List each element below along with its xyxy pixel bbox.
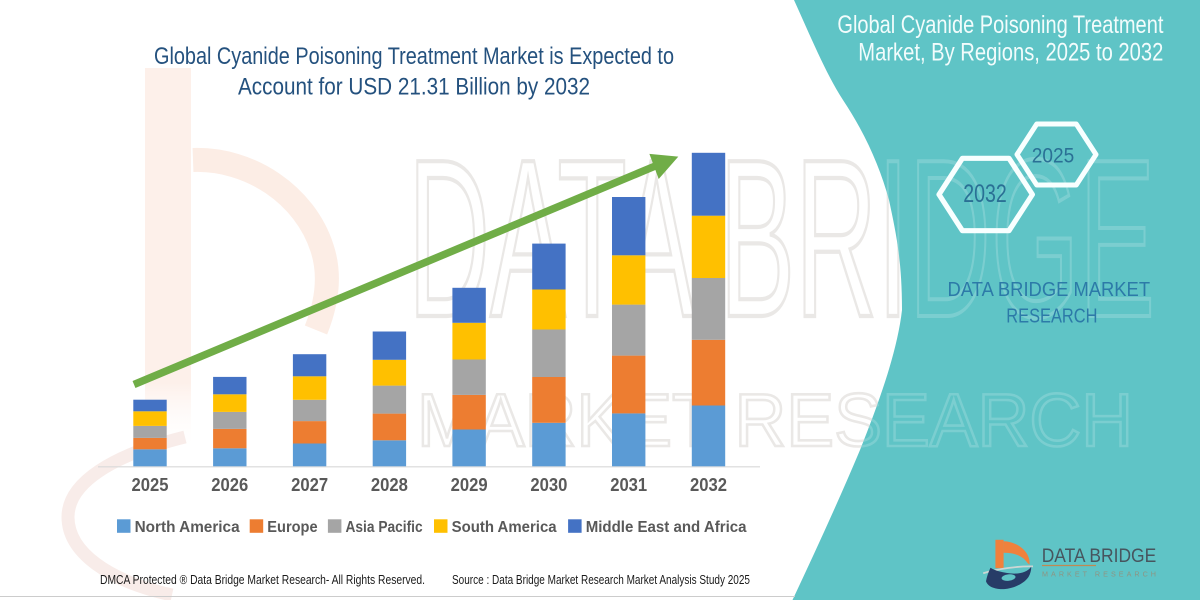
svg-text:Global Cyanide Poisoning Treat: Global Cyanide Poisoning Treatment (837, 11, 1163, 39)
svg-text:2031: 2031 (610, 475, 647, 495)
svg-text:Source : Data Bridge Market Re: Source : Data Bridge Market Research Mar… (452, 572, 750, 587)
svg-text:Account for USD 21.31 Billion: Account for USD 21.31 Billion by 2032 (238, 73, 590, 100)
svg-text:2025: 2025 (1032, 145, 1075, 168)
svg-text:2025: 2025 (132, 475, 169, 495)
svg-text:RESEARCH: RESEARCH (1006, 305, 1097, 328)
svg-text:2027: 2027 (291, 475, 328, 495)
svg-text:South America: South America (452, 519, 557, 536)
svg-text:2026: 2026 (211, 475, 248, 495)
svg-text:2030: 2030 (530, 475, 567, 495)
svg-text:DATA BRIDGE: DATA BRIDGE (1042, 545, 1157, 567)
svg-text:Market, By Regions, 2025 to 20: Market, By Regions, 2025 to 2032 (858, 38, 1163, 66)
svg-text:DATA BRIDGE MARKET: DATA BRIDGE MARKET (948, 278, 1151, 301)
svg-text:2032: 2032 (963, 180, 1007, 208)
svg-text:Global Cyanide Poisoning Treat: Global Cyanide Poisoning Treatment Marke… (154, 43, 674, 70)
svg-text:2032: 2032 (690, 475, 727, 495)
svg-text:Middle East and Africa: Middle East and Africa (586, 519, 747, 536)
svg-text:DMCA Protected ® Data Bridge M: DMCA Protected ® Data Bridge Market Rese… (100, 572, 425, 587)
svg-text:North America: North America (135, 519, 240, 536)
svg-text:Europe: Europe (267, 519, 318, 536)
svg-text:Asia Pacific: Asia Pacific (346, 519, 423, 536)
svg-text:MARKET RESEARCH: MARKET RESEARCH (1042, 570, 1156, 579)
svg-text:2029: 2029 (451, 475, 488, 495)
svg-text:2028: 2028 (371, 475, 408, 495)
